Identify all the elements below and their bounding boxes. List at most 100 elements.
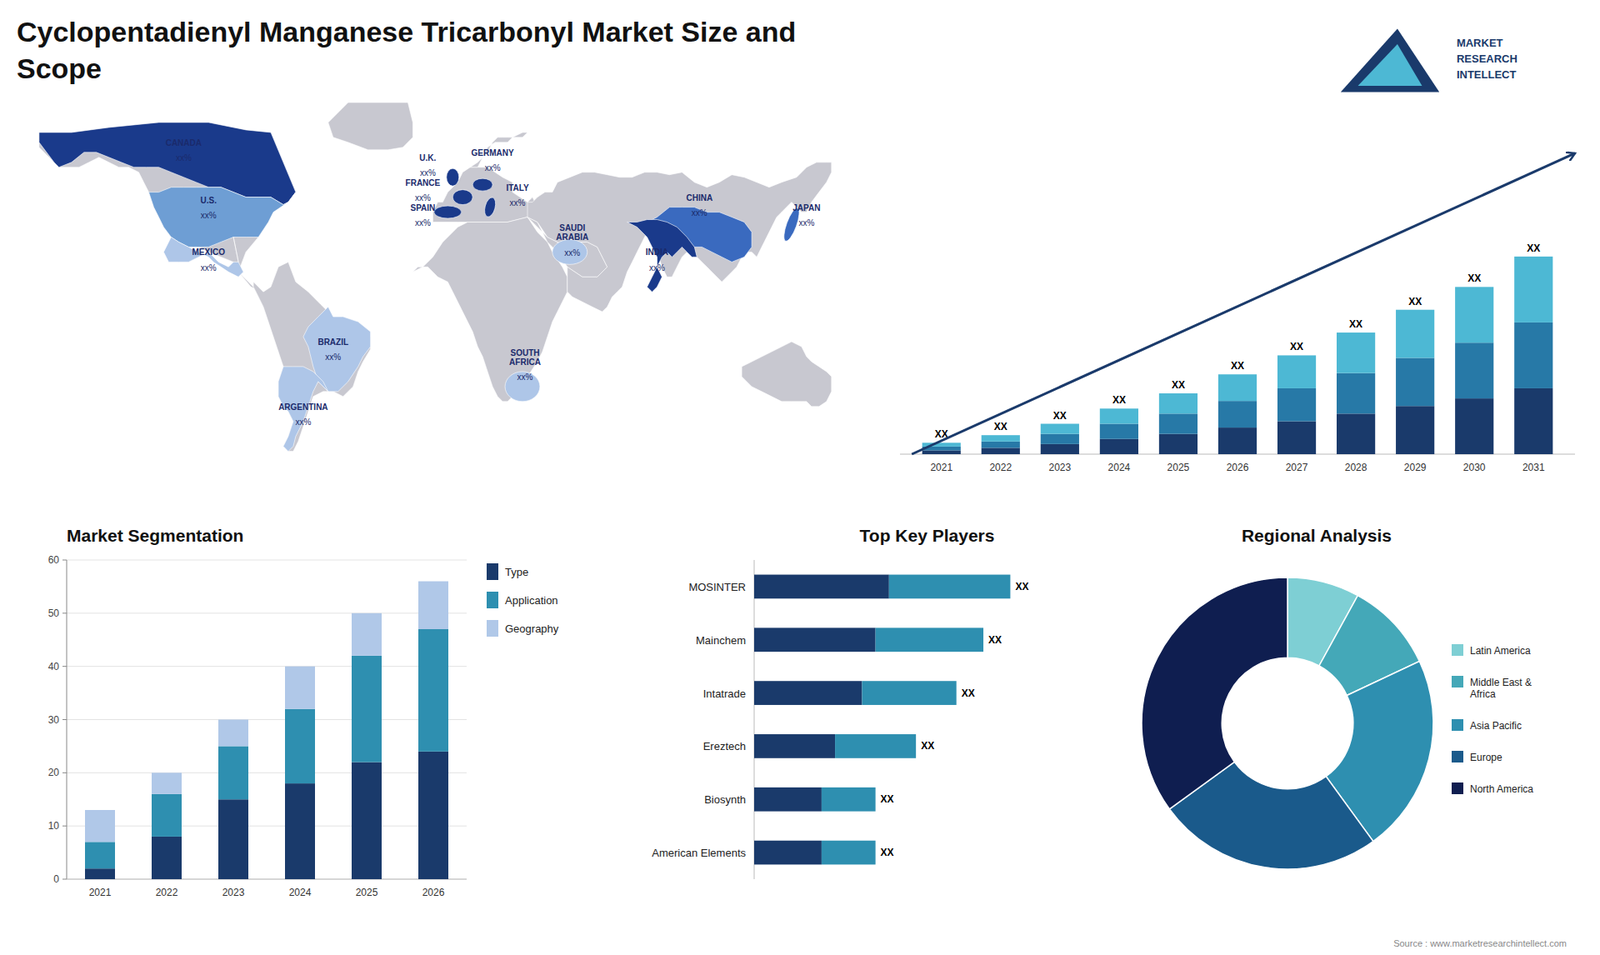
bar-segment xyxy=(1395,357,1435,406)
tick-mark xyxy=(62,825,67,827)
tick-label: 2026 xyxy=(422,886,445,899)
tick-label: 2024 xyxy=(1108,461,1131,474)
bar-label: XX xyxy=(880,793,895,805)
text-line: XX xyxy=(1015,580,1029,593)
bar-label: XX xyxy=(1349,318,1363,330)
bar-segment xyxy=(285,709,315,784)
bar-label: XX xyxy=(1230,360,1245,372)
text-line: xx% xyxy=(691,208,708,218)
bar-segment xyxy=(1040,434,1080,445)
text-line: 2028 xyxy=(1345,461,1368,474)
country-value: xx% xyxy=(295,417,311,427)
text-line: Application xyxy=(505,594,559,607)
bar-segment xyxy=(1277,388,1316,422)
text-line: Ereztech xyxy=(703,740,746,753)
land xyxy=(527,162,832,312)
bar-segment xyxy=(1159,413,1198,434)
tick-label: 2025 xyxy=(1167,461,1190,474)
country-label: ITALY xyxy=(505,183,530,193)
bar-segment xyxy=(1395,310,1435,359)
tick-mark xyxy=(62,719,67,720)
map-labels: CANADAxx%U.S.xx%MEXICOxx%BRAZILxx%ARGENT… xyxy=(165,138,821,427)
tick-label: 10 xyxy=(48,820,60,832)
bar-segment xyxy=(821,787,876,812)
plot-marks xyxy=(85,581,449,880)
country xyxy=(627,220,698,293)
text-line: 2021 xyxy=(89,886,112,899)
text-line: xx% xyxy=(485,163,501,173)
world-map xyxy=(39,102,832,452)
legend-swatch xyxy=(1451,719,1464,731)
bar-segment xyxy=(1514,322,1553,389)
text-line: GERMANY xyxy=(471,148,515,158)
grid-line xyxy=(66,772,467,774)
text-line: xx% xyxy=(564,248,580,258)
text-line: 2031 xyxy=(1522,461,1545,474)
bar-segment xyxy=(151,772,182,795)
text-line: SAUDI xyxy=(559,223,585,233)
bar-label: XX xyxy=(994,420,1008,433)
text-line: xx% xyxy=(200,210,217,220)
bar-label: XX xyxy=(1112,394,1126,406)
bar-segment xyxy=(1336,332,1375,374)
country xyxy=(446,168,460,186)
text-line: XX xyxy=(1408,295,1422,308)
country xyxy=(472,178,493,191)
bar-label: XX xyxy=(920,740,935,752)
country xyxy=(452,190,473,205)
text-line: Biosynth xyxy=(704,793,746,806)
text-line: ARABIA xyxy=(555,232,589,242)
text-line: xx% xyxy=(649,263,665,273)
country xyxy=(552,239,588,265)
tick-label: Intatrade xyxy=(703,687,746,700)
text-line: SPAIN xyxy=(410,203,435,213)
country-value: xx% xyxy=(175,153,192,163)
text-line: U.S. xyxy=(200,195,218,205)
legend-label: Latin America xyxy=(1470,645,1531,657)
tick-mark xyxy=(62,772,67,774)
country-value: xx% xyxy=(691,208,708,218)
bar-segment xyxy=(218,799,249,880)
text-line: Source : www.marketresearchintellect.com xyxy=(1393,938,1567,949)
text-line: xx% xyxy=(175,153,192,163)
text-line: 50 xyxy=(48,607,60,620)
bar-segment xyxy=(754,734,835,759)
tick-label: 2023 xyxy=(222,886,245,899)
chart-title: Regional Analysis xyxy=(1241,525,1392,545)
bar-segment xyxy=(1455,342,1494,399)
country-value: xx% xyxy=(415,218,431,228)
plot-marks xyxy=(754,575,1010,865)
text-line: U.K. xyxy=(419,153,436,163)
bar-segment xyxy=(821,840,876,865)
text-line: XX xyxy=(961,687,975,700)
tick-label: 40 xyxy=(48,660,60,673)
land xyxy=(741,341,832,407)
country-label: CANADA xyxy=(165,138,202,148)
text-line: xx% xyxy=(200,263,217,273)
chart-title: Market Segmentation xyxy=(66,525,244,545)
bar-segment xyxy=(754,680,862,705)
bar-label: XX xyxy=(1015,580,1029,593)
text-line: xx% xyxy=(420,168,436,178)
text-line: 2025 xyxy=(355,886,379,899)
text-line: XX xyxy=(880,846,895,859)
country-label: U.S. xyxy=(200,195,218,205)
country xyxy=(163,237,244,278)
legend-label: Geography xyxy=(505,622,560,635)
tick-label: American Elements xyxy=(651,846,746,860)
bar-segment xyxy=(218,720,249,747)
y-axis-line xyxy=(754,560,755,880)
legend-label: Application xyxy=(505,594,559,607)
text-line: xx% xyxy=(295,417,311,427)
bar-segment xyxy=(418,629,449,752)
bar-segment xyxy=(1514,256,1553,323)
bar-segment xyxy=(151,836,182,880)
text-line: BRAZIL xyxy=(317,337,349,347)
text-line: 2026 xyxy=(1226,461,1250,474)
text-line: XX xyxy=(1290,340,1304,353)
country-label: SPAIN xyxy=(410,203,435,213)
country-value: xx% xyxy=(649,263,665,273)
tick-label: 2021 xyxy=(930,461,953,474)
legend-label: North America xyxy=(1470,783,1534,795)
grid-line xyxy=(66,560,467,561)
